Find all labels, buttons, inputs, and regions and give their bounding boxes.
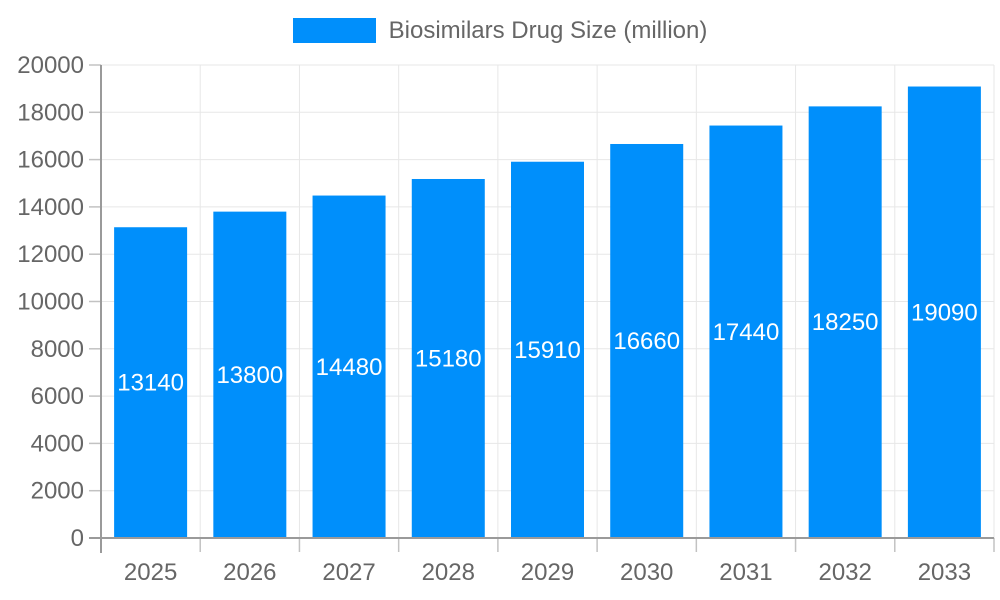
y-axis-label: 18000 <box>17 99 84 126</box>
x-axis-label: 2025 <box>124 559 177 586</box>
legend-marker <box>292 18 376 43</box>
bar-value-label: 15910 <box>514 337 581 364</box>
x-axis-label: 2033 <box>918 559 971 586</box>
y-axis-label: 20000 <box>17 52 84 79</box>
y-axis-label: 2000 <box>31 478 84 505</box>
bar[interactable] <box>114 227 188 538</box>
bar-value-label: 18250 <box>812 309 879 336</box>
x-axis-label: 2030 <box>620 559 673 586</box>
y-axis-label: 12000 <box>17 241 84 268</box>
y-axis-label: 14000 <box>17 194 84 221</box>
legend-label: Biosimilars Drug Size (million) <box>388 17 708 44</box>
bar-value-label: 13140 <box>117 370 184 397</box>
bar[interactable] <box>511 161 584 538</box>
y-axis-label: 4000 <box>31 430 84 457</box>
x-axis-label: 2031 <box>719 559 772 586</box>
bar-value-label: 17440 <box>713 319 780 346</box>
bar[interactable] <box>610 143 684 538</box>
bar-value-label: 19090 <box>911 299 978 326</box>
bar[interactable] <box>312 195 386 538</box>
y-axis-label: 10000 <box>17 289 84 316</box>
x-axis-label: 2026 <box>223 559 276 586</box>
bar-value-label: 15180 <box>415 345 482 372</box>
x-axis-label: 2029 <box>521 559 574 586</box>
bar-value-label: 13800 <box>216 362 283 389</box>
x-axis-label: 2028 <box>422 559 475 586</box>
y-axis-label: 0 <box>71 525 84 552</box>
bar[interactable] <box>907 86 981 539</box>
bar[interactable] <box>411 178 485 539</box>
y-axis-label: 8000 <box>31 336 84 363</box>
bar[interactable] <box>709 125 783 538</box>
bar[interactable] <box>213 211 287 538</box>
bar[interactable] <box>808 106 882 538</box>
y-axis-label: 6000 <box>31 383 84 410</box>
x-axis-label: 2027 <box>322 559 375 586</box>
y-axis-label: 16000 <box>17 147 84 174</box>
bar-value-label: 14480 <box>316 354 383 381</box>
chart-legend[interactable]: Biosimilars Drug Size (million) <box>0 18 1000 43</box>
bar-value-label: 16660 <box>613 328 680 355</box>
x-axis-label: 2032 <box>818 559 871 586</box>
